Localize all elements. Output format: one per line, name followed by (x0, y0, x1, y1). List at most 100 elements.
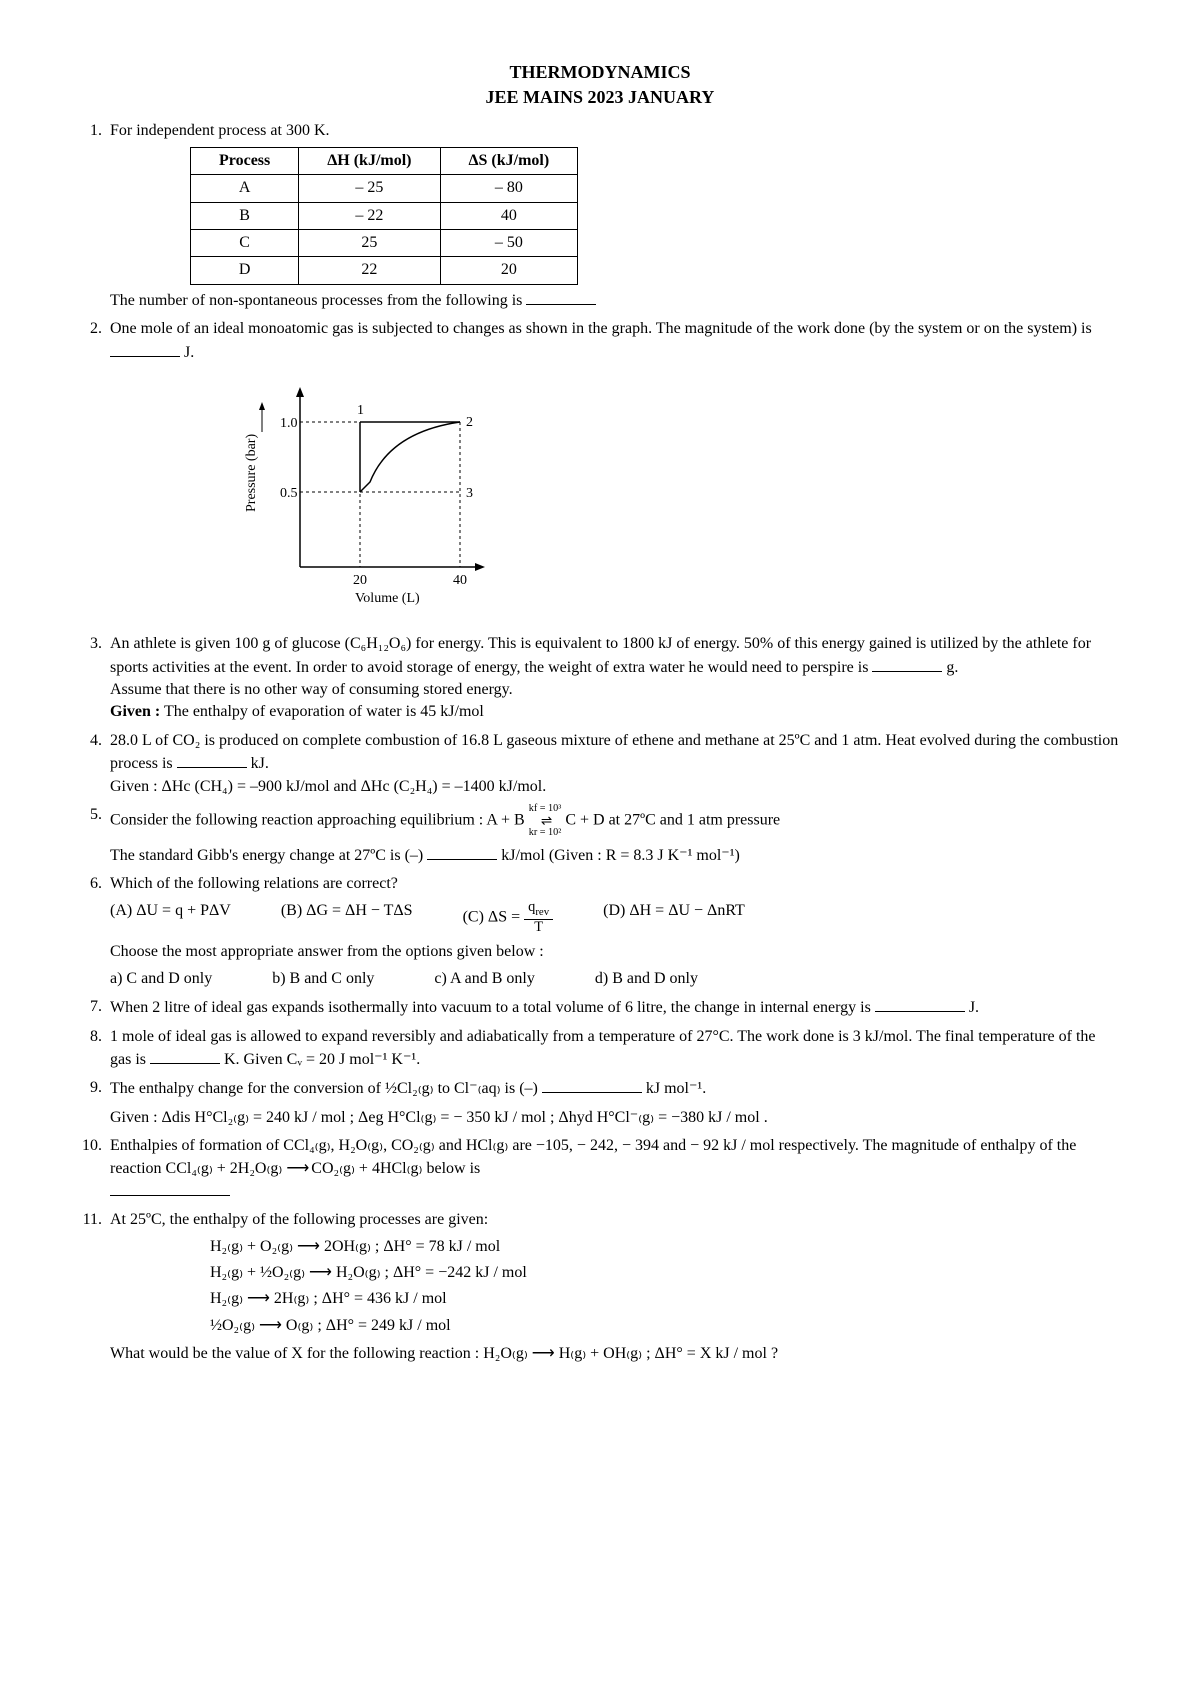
kr-label: kr = 10² (529, 828, 562, 838)
x-axis-label: Volume (L) (355, 591, 420, 606)
q3-given: The enthalpy of evaporation of water is … (164, 703, 484, 720)
given-label: Given : (110, 703, 160, 720)
q7-text: When 2 litre of ideal gas expands isothe… (110, 999, 871, 1016)
question-number: 7. (80, 996, 110, 1019)
table-header: ΔH (kJ/mol) (299, 147, 440, 174)
question-9: 9. The enthalpy change for the conversio… (80, 1077, 1120, 1129)
q5-line2b: kJ/mol (Given : R = 8.3 J K⁻¹ mol⁻¹) (501, 847, 740, 864)
answer-d: d) B and D only (595, 968, 698, 990)
table-cell: 25 (299, 229, 440, 256)
option-b: (B) ΔG = ΔH − TΔS (281, 900, 413, 936)
q10-text-a: Enthalpies of formation of CCl₄₍g₎, H₂O₍… (110, 1137, 1076, 1176)
question-1: 1. For independent process at 300 K. Pro… (80, 120, 1120, 312)
question-number: 3. (80, 633, 110, 724)
question-number: 8. (80, 1026, 110, 1072)
question-3: 3. An athlete is given 100 g of glucose … (80, 633, 1120, 724)
table-cell: – 50 (440, 229, 578, 256)
question-body: 28.0 L of CO₂ is produced on complete co… (110, 730, 1120, 798)
question-number: 1. (80, 120, 110, 312)
q6-choose: Choose the most appropriate answer from … (110, 941, 1120, 963)
table-cell: 22 (299, 257, 440, 284)
given-label: Given : (110, 1109, 158, 1126)
blank (177, 752, 247, 768)
question-body: 1 mole of ideal gas is allowed to expand… (110, 1026, 1120, 1072)
question-10: 10. Enthalpies of formation of CCl₄₍g₎, … (80, 1135, 1120, 1203)
y-tick: 1.0 (280, 416, 298, 431)
q7-unit: J. (969, 999, 979, 1016)
question-body: When 2 litre of ideal gas expands isothe… (110, 996, 1120, 1019)
question-number: 4. (80, 730, 110, 798)
question-8: 8. 1 mole of ideal gas is allowed to exp… (80, 1026, 1120, 1072)
y-axis-label: Pressure (bar) (244, 433, 259, 511)
q5-text-b: C + D at 27ºC and 1 atm pressure (565, 812, 780, 829)
reaction-4: ½O₂₍g₎ ⟶ O₍g₎ ; ΔH° = 249 kJ / mol (210, 1315, 1120, 1337)
reaction-arrow-icon: ⟶ (286, 1158, 307, 1180)
blank (875, 996, 965, 1012)
page-subtitle: JEE MAINS 2023 JANUARY (80, 85, 1120, 110)
blank (526, 289, 596, 305)
question-4: 4. 28.0 L of CO₂ is produced on complete… (80, 730, 1120, 798)
option-c: (C) ΔS = qrevT (463, 900, 554, 936)
q3-unit: g. (946, 659, 958, 676)
question-number: 10. (80, 1135, 110, 1203)
q1-table: Process ΔH (kJ/mol) ΔS (kJ/mol) A– 25– 8… (190, 147, 578, 285)
question-body: Enthalpies of formation of CCl₄₍g₎, H₂O₍… (110, 1135, 1120, 1203)
equilibrium-arrow: kf = 10³ ⇌ kr = 10² (529, 804, 562, 838)
question-7: 7. When 2 litre of ideal gas expands iso… (80, 996, 1120, 1019)
question-body: At 25ºC, the enthalpy of the following p… (110, 1209, 1120, 1365)
question-body: An athlete is given 100 g of glucose (C₆… (110, 633, 1120, 724)
table-cell: 20 (440, 257, 578, 284)
point-label: 1 (357, 403, 364, 418)
q4-unit: kJ. (251, 755, 269, 772)
question-number: 5. (80, 804, 110, 867)
question-body: One mole of an ideal monoatomic gas is s… (110, 318, 1120, 627)
question-body: Consider the following reaction approach… (110, 804, 1120, 867)
reaction-3: H₂₍g₎ ⟶ 2H₍g₎ ; ΔH° = 436 kJ / mol (210, 1288, 1120, 1310)
q6-answers-row: a) C and D only b) B and C only c) A and… (110, 968, 1120, 990)
table-cell: – 25 (299, 175, 440, 202)
question-body: Which of the following relations are cor… (110, 873, 1120, 990)
option-d: (D) ΔH = ΔU − ΔnRT (603, 900, 745, 936)
q2-unit: J. (184, 344, 194, 361)
table-header: Process (191, 147, 299, 174)
table-cell: A (191, 175, 299, 202)
table-cell: – 80 (440, 175, 578, 202)
q4-given: Given : ΔHc (CH₄) = –900 kJ/mol and ΔHc … (110, 776, 1120, 798)
point-label: 2 (466, 415, 473, 430)
option-a: (A) ΔU = q + PΔV (110, 900, 231, 936)
question-body: For independent process at 300 K. Proces… (110, 120, 1120, 312)
q9-unit: kJ mol⁻¹. (646, 1080, 706, 1097)
q10-text-b: CO₂₍g₎ + 4HCl₍g₎ below is (311, 1160, 480, 1177)
blank (110, 1180, 230, 1196)
blank (872, 656, 942, 672)
blank (427, 844, 497, 860)
question-number: 2. (80, 318, 110, 627)
question-number: 11. (80, 1209, 110, 1365)
q6-options-row: (A) ΔU = q + PΔV (B) ΔG = ΔH − TΔS (C) Δ… (110, 900, 1120, 936)
q3-line2: Assume that there is no other way of con… (110, 679, 1120, 701)
reaction-1: H₂₍g₎ + O₂₍g₎ ⟶ 2OH₍g₎ ; ΔH° = 78 kJ / m… (210, 1236, 1120, 1258)
q8-unit: K. Given Cᵥ = 20 J mol⁻¹ K⁻¹. (224, 1051, 420, 1068)
q1-intro: For independent process at 300 K. (110, 122, 330, 139)
blank (150, 1048, 220, 1064)
x-tick: 20 (353, 573, 367, 588)
q11-reactions: H₂₍g₎ + O₂₍g₎ ⟶ 2OH₍g₎ ; ΔH° = 78 kJ / m… (210, 1236, 1120, 1338)
question-number: 9. (80, 1077, 110, 1129)
answer-b: b) B and C only (272, 968, 374, 990)
blank (542, 1077, 642, 1093)
answer-a: a) C and D only (110, 968, 212, 990)
question-2: 2. One mole of an ideal monoatomic gas i… (80, 318, 1120, 627)
q1-after: The number of non-spontaneous processes … (110, 292, 522, 309)
blank (110, 341, 180, 357)
q11-final: What would be the value of X for the fol… (110, 1343, 1120, 1365)
q9-given: Δdis H°Cl₂₍g₎ = 240 kJ / mol ; Δeg H°Cl₍… (162, 1109, 768, 1126)
answer-c: c) A and B only (434, 968, 534, 990)
question-5: 5. Consider the following reaction appro… (80, 804, 1120, 867)
question-body: The enthalpy change for the conversion o… (110, 1077, 1120, 1129)
x-tick: 40 (453, 573, 467, 588)
table-header: ΔS (kJ/mol) (440, 147, 578, 174)
table-cell: D (191, 257, 299, 284)
page-title: THERMODYNAMICS (80, 60, 1120, 85)
point-label: 3 (466, 486, 473, 501)
q6-text: Which of the following relations are cor… (110, 875, 398, 892)
